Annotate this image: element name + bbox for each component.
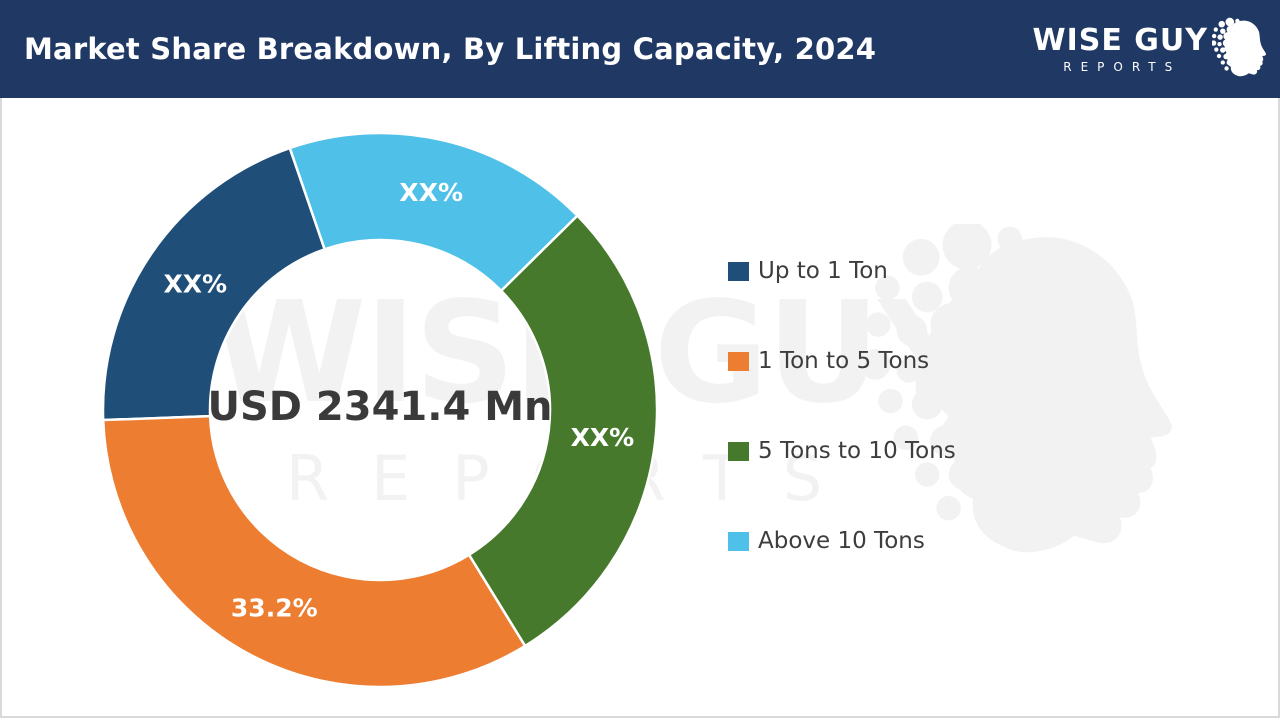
page-title: Market Share Breakdown, By Lifting Capac… xyxy=(24,32,877,66)
brand-name: WISE GUY xyxy=(1032,22,1208,58)
legend-label: 1 Ton to 5 Tons xyxy=(758,348,930,374)
brand-logo-text: WISE GUY REPORTS xyxy=(1032,22,1208,74)
donut-center-value: USD 2341.4 Mn xyxy=(207,384,553,430)
legend-item-1-to-5-tons: 1 Ton to 5 Tons xyxy=(728,346,956,376)
donut-segment-2 xyxy=(467,213,659,648)
legend-label: Above 10 Tons xyxy=(758,528,925,554)
brand-subname: REPORTS xyxy=(1063,59,1182,74)
donut-segment-1 xyxy=(101,414,527,689)
donut-segment-3 xyxy=(288,131,580,293)
segment-value-label: XX% xyxy=(571,423,635,452)
legend-swatch xyxy=(728,261,749,281)
brand-face-icon xyxy=(1212,17,1266,77)
legend-swatch xyxy=(728,351,749,371)
brand-logo: WISE GUY REPORTS xyxy=(1032,0,1266,98)
legend-item-above-10-tons: Above 10 Tons xyxy=(728,526,956,556)
legend-swatch xyxy=(728,441,749,461)
legend-item-5-to-10-tons: 5 Tons to 10 Tons xyxy=(728,436,956,466)
segment-value-label: XX% xyxy=(399,178,463,207)
legend-item-up-to-1-ton: Up to 1 Ton xyxy=(728,256,956,286)
segment-value-label: XX% xyxy=(164,269,228,298)
legend-label: 5 Tons to 10 Tons xyxy=(758,438,956,464)
segment-value-label: 33.2% xyxy=(231,593,318,622)
donut-chart: XX% 33.2% XX% XX% xyxy=(101,131,659,689)
legend-label: Up to 1 Ton xyxy=(758,258,888,284)
legend-swatch xyxy=(728,531,749,551)
donut-segment-0 xyxy=(101,146,327,422)
chart-legend: Up to 1 Ton 1 Ton to 5 Tons 5 Tons to 10… xyxy=(728,256,956,556)
header-bar: Market Share Breakdown, By Lifting Capac… xyxy=(0,0,1280,98)
